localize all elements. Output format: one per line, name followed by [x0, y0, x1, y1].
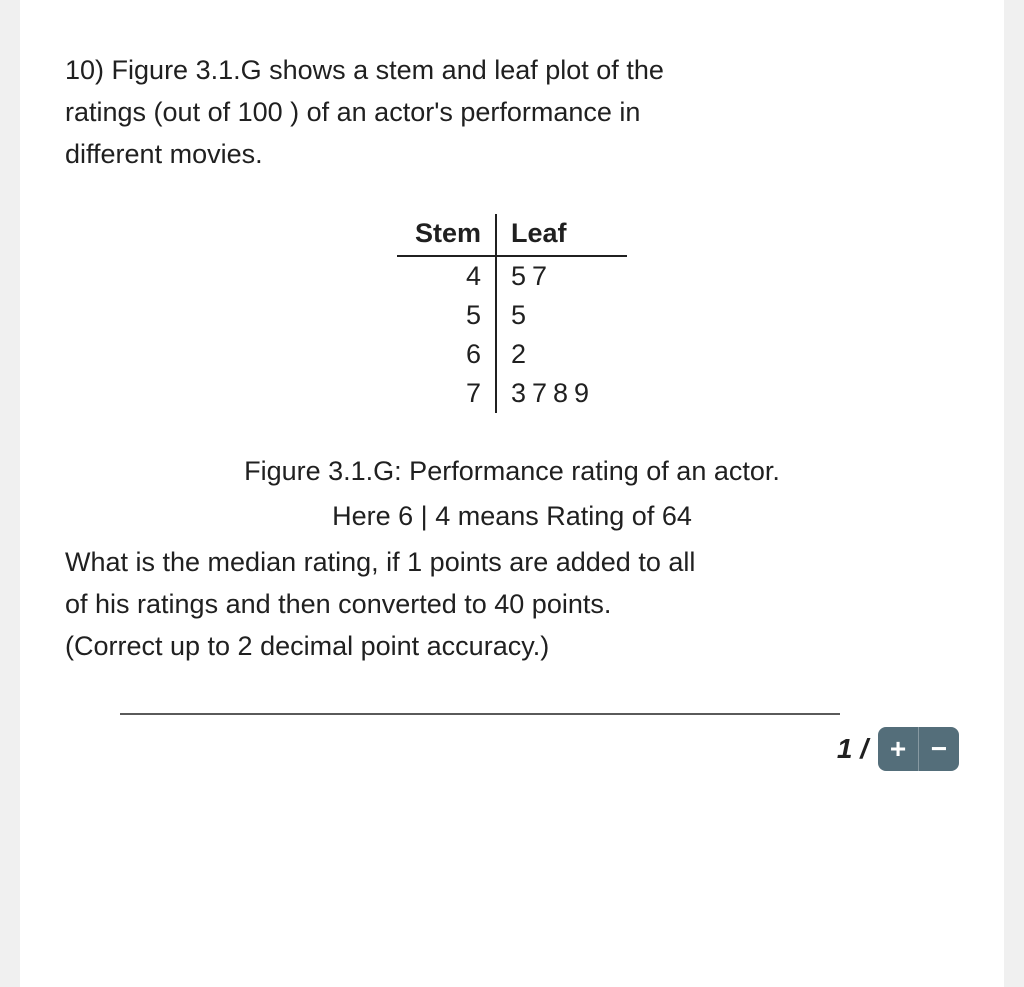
- question-line1: Figure 3.1.G shows a stem and leaf plot …: [112, 55, 664, 85]
- header-leaf: Leaf: [497, 214, 627, 257]
- question-followup: What is the median rating, if 1 points a…: [65, 542, 959, 668]
- plus-icon: +: [890, 733, 906, 765]
- answer-input-line[interactable]: [120, 713, 840, 715]
- stem-leaf-plot: Stem Leaf 4 57 5 5 6 2 7 3789: [397, 214, 627, 413]
- stem-leaf-row: 6 2: [397, 335, 627, 374]
- stepper: + −: [878, 727, 959, 771]
- page-indicator: 1 /: [837, 733, 868, 765]
- stem-leaf-header: Stem Leaf: [397, 214, 627, 257]
- increment-button[interactable]: +: [878, 727, 918, 771]
- stem-leaf-row: 5 5: [397, 296, 627, 335]
- question-prompt: 10) Figure 3.1.G shows a stem and leaf p…: [65, 50, 959, 176]
- stem-value: 5: [397, 296, 497, 335]
- footer-controls: 1 / + −: [65, 727, 959, 771]
- leaf-value: 5: [497, 296, 627, 335]
- question-line2: ratings (out of 100 ) of an actor's perf…: [65, 97, 640, 127]
- followup-line1: What is the median rating, if 1 points a…: [65, 547, 695, 577]
- stem-leaf-row: 7 3789: [397, 374, 627, 413]
- followup-line3: (Correct up to 2 decimal point accuracy.…: [65, 631, 549, 661]
- question-number: 10): [65, 55, 104, 85]
- stem-leaf-row: 4 57: [397, 257, 627, 296]
- leaf-value: 57: [497, 257, 627, 296]
- minus-icon: −: [931, 733, 947, 765]
- question-card: 10) Figure 3.1.G shows a stem and leaf p…: [20, 0, 1004, 987]
- figure-caption-line1: Figure 3.1.G: Performance rating of an a…: [65, 451, 959, 493]
- stem-value: 6: [397, 335, 497, 374]
- leaf-value: 3789: [497, 374, 627, 413]
- stem-value: 7: [397, 374, 497, 413]
- stem-value: 4: [397, 257, 497, 296]
- question-line3: different movies.: [65, 139, 263, 169]
- leaf-value: 2: [497, 335, 627, 374]
- followup-line2: of his ratings and then converted to 40 …: [65, 589, 611, 619]
- header-stem: Stem: [397, 214, 497, 257]
- decrement-button[interactable]: −: [919, 727, 959, 771]
- figure-caption-line2: Here 6 | 4 means Rating of 64: [65, 496, 959, 538]
